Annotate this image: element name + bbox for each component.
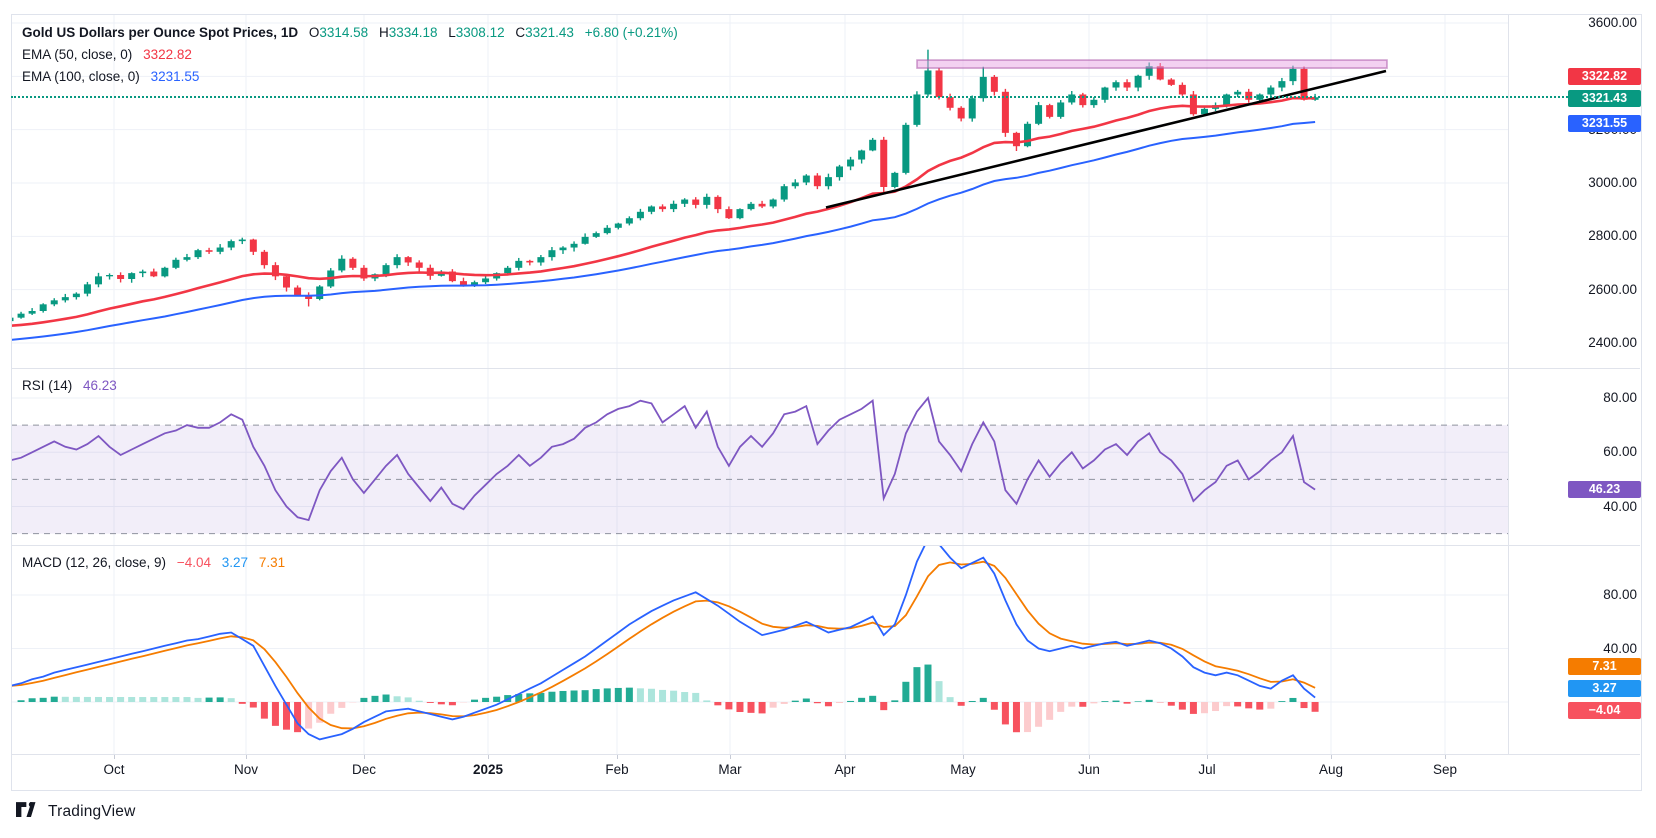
price-axis-label: 40.00 (1603, 498, 1637, 514)
rsi-value: 46.23 (83, 378, 117, 393)
time-axis-label[interactable]: May (950, 762, 976, 777)
time-axis-tick (488, 755, 489, 759)
price-axis-border (1508, 15, 1509, 754)
price-pane-canvas[interactable] (11, 15, 1508, 368)
symbol-legend[interactable]: Gold US Dollars per Ounce Spot Prices, 1… (22, 23, 678, 42)
price-axis-label: 80.00 (1603, 587, 1637, 602)
ema100-label: EMA (100, close, 0) (22, 69, 140, 84)
pane-separator[interactable] (12, 368, 1640, 369)
time-axis-tick (617, 755, 618, 759)
time-axis-tick (364, 755, 365, 759)
time-axis-label[interactable]: Apr (834, 762, 856, 777)
macd-hist-badge: −4.04 (1568, 702, 1641, 719)
ema100-value: 3231.55 (150, 69, 200, 84)
macd-label: MACD (12, 26, close, 9) (22, 555, 167, 570)
time-axis-tick (114, 755, 115, 759)
time-axis-label[interactable]: Mar (718, 762, 742, 777)
low-label: L (448, 25, 456, 40)
macd-legend[interactable]: MACD (12, 26, close, 9) −4.04 3.27 7.31 (22, 553, 285, 572)
macd-signal-badge: 7.31 (1568, 658, 1641, 675)
time-axis-border (12, 754, 1640, 755)
rsi-label: RSI (14) (22, 378, 73, 393)
macd-line-value: 3.27 (221, 555, 249, 570)
tradingview-logo-icon (16, 802, 36, 817)
ema50-price-badge: 3322.82 (1568, 68, 1641, 85)
tradingview-attribution[interactable]: TradingView (16, 801, 136, 823)
rsi-value-badge: 46.23 (1568, 481, 1641, 498)
rsi-pane-canvas[interactable] (11, 368, 1508, 545)
ema50-value: 3322.82 (143, 47, 192, 62)
macd-pane-canvas[interactable] (11, 545, 1508, 754)
price-axis-label: 80.00 (1603, 390, 1637, 405)
time-axis-tick (963, 755, 964, 759)
price-axis-label: 3600.00 (1588, 15, 1637, 30)
price-axis-label: 40.00 (1603, 640, 1637, 656)
high-value: 3334.18 (388, 25, 438, 40)
symbol-title: Gold US Dollars per Ounce Spot Prices, 1… (22, 25, 299, 40)
close-value: 3321.43 (525, 25, 574, 40)
time-axis-label[interactable]: Jul (1198, 762, 1216, 777)
time-axis-tick (845, 755, 846, 759)
macd-line-badge: 3.27 (1568, 680, 1641, 697)
rsi-legend[interactable]: RSI (14) 46.23 (22, 376, 117, 395)
price-axis-label: 2800.00 (1588, 228, 1637, 244)
change-value: +6.80 (+0.21%) (584, 25, 678, 40)
last-price-badge: 3321.43 (1568, 90, 1641, 107)
time-axis-label[interactable]: Oct (103, 762, 125, 777)
ema100-legend[interactable]: EMA (100, close, 0) 3231.55 (22, 67, 199, 86)
last-price-dotted-line (11, 96, 1568, 98)
price-axis-label: 60.00 (1603, 444, 1637, 460)
time-axis-label[interactable]: Nov (233, 762, 258, 777)
macd-hist-value: −4.04 (176, 555, 211, 570)
price-axis-label: 2600.00 (1588, 281, 1637, 297)
time-axis-tick (1207, 755, 1208, 759)
close-label: C (515, 25, 526, 40)
macd-signal-value: 7.31 (258, 555, 286, 570)
time-axis-label[interactable]: Feb (605, 762, 629, 777)
price-axis-label: 3000.00 (1588, 175, 1637, 190)
time-axis-label[interactable]: Aug (1318, 762, 1344, 777)
low-value: 3308.12 (455, 25, 505, 40)
high-label: H (378, 25, 389, 40)
time-axis-label[interactable]: Jun (1078, 762, 1100, 777)
time-axis-label[interactable]: Sep (1432, 762, 1458, 777)
open-label: O (308, 25, 320, 40)
time-axis-tick (246, 755, 247, 759)
time-axis-tick (1331, 755, 1332, 759)
ema50-label: EMA (50, close, 0) (22, 47, 133, 62)
open-value: 3314.58 (319, 25, 369, 40)
time-axis-label[interactable]: Dec (351, 762, 376, 777)
price-axis-label: 2400.00 (1588, 335, 1637, 350)
time-axis-tick (1089, 755, 1090, 759)
time-axis-tick (730, 755, 731, 759)
ema50-legend[interactable]: EMA (50, close, 0) 3322.82 (22, 45, 192, 64)
ema100-price-badge: 3231.55 (1568, 115, 1641, 132)
time-axis-tick (1445, 755, 1446, 759)
tradingview-wordmark: TradingView (48, 803, 136, 820)
time-axis-label[interactable]: 2025 (472, 762, 504, 777)
pane-separator[interactable] (12, 545, 1640, 546)
